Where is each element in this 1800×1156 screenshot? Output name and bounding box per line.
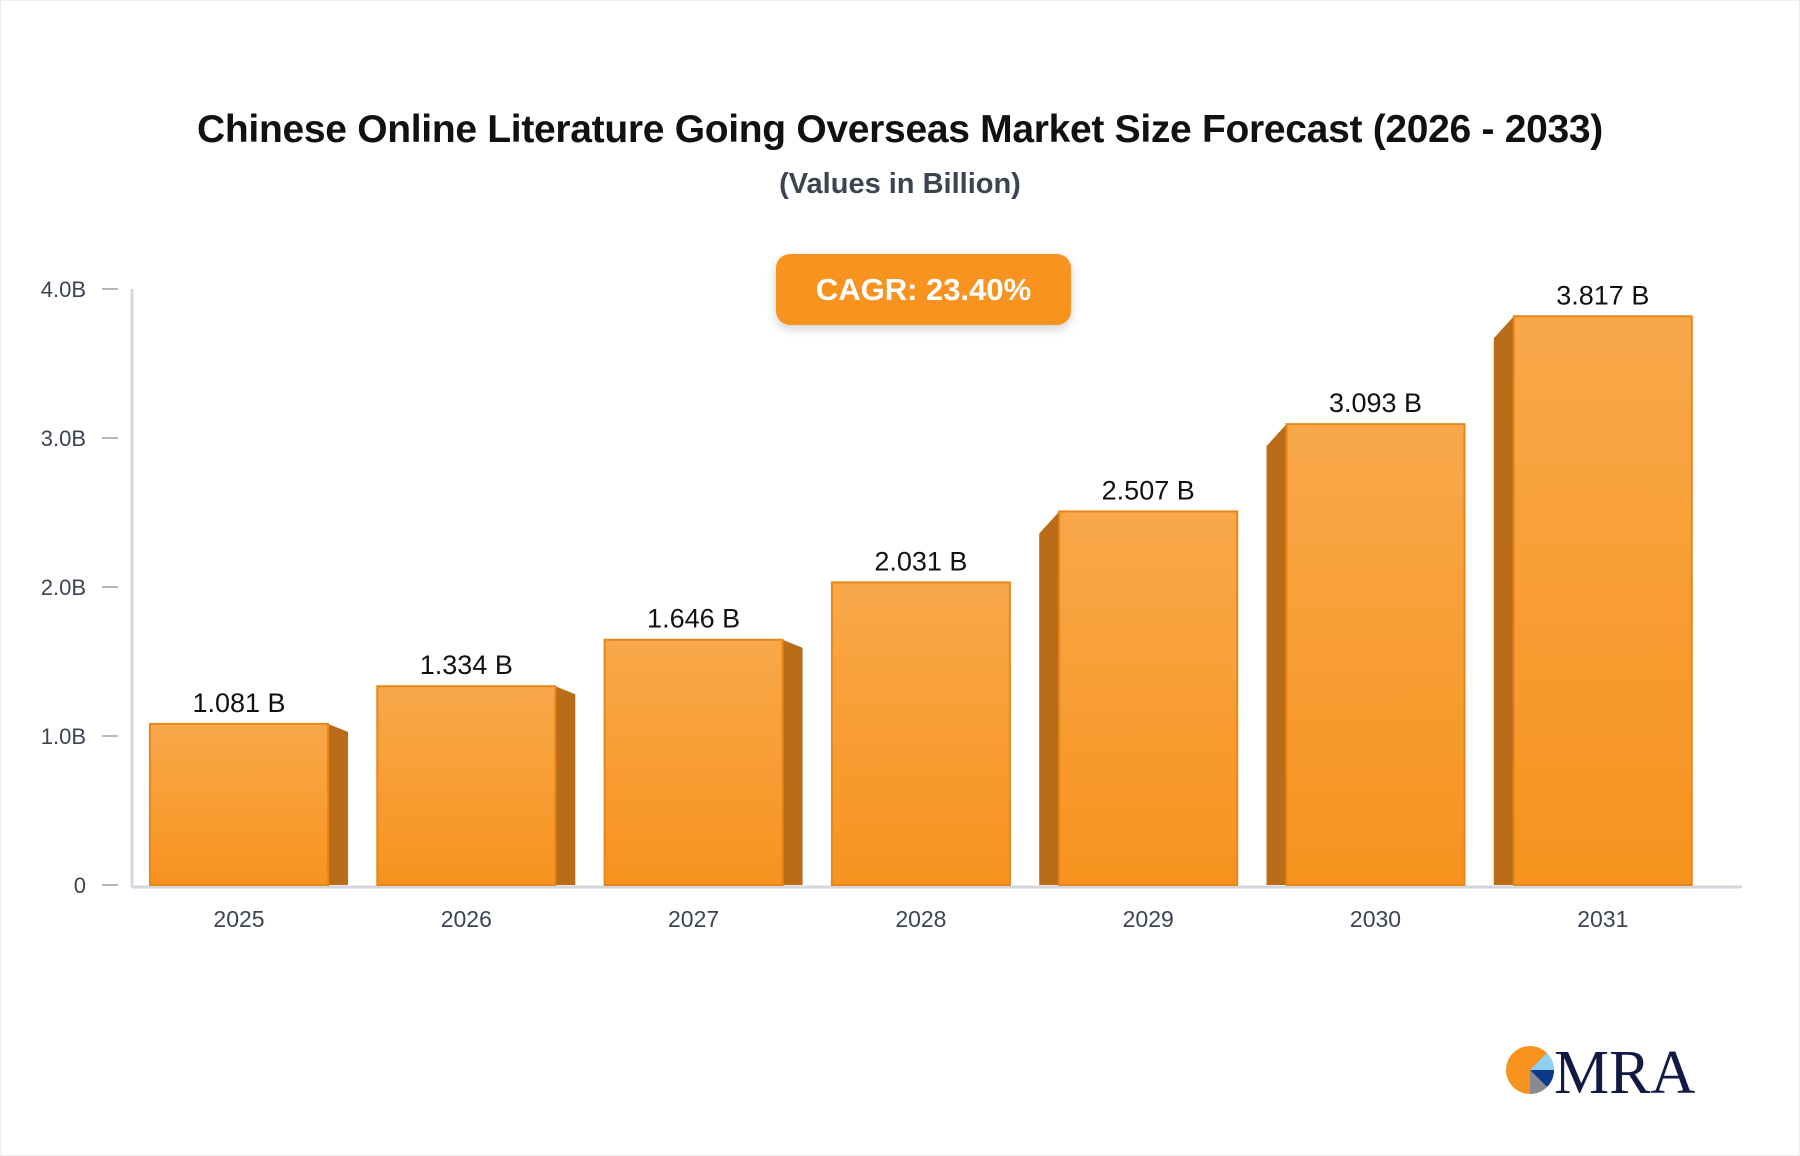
bar	[1285, 423, 1466, 886]
data-label: 1.081 B	[192, 688, 285, 718]
x-tick-label: 2027	[668, 906, 719, 932]
y-tick-label: 3.0B	[41, 426, 86, 451]
bar	[1058, 510, 1239, 886]
bar-side	[782, 639, 803, 885]
x-tick-label: 2028	[895, 906, 946, 932]
bar	[1512, 315, 1693, 886]
x-tick-label: 2025	[213, 906, 264, 932]
bar-side	[1493, 316, 1514, 886]
bar-2026: 1.334 B 2026	[376, 650, 576, 932]
bar-2027: 1.646 B 2027	[603, 604, 803, 932]
data-label: 2.507 B	[1102, 475, 1195, 505]
cagr-badge: CAGR: 23.40%	[776, 254, 1071, 325]
bar	[603, 638, 784, 886]
x-tick-label: 2029	[1123, 906, 1174, 932]
x-tick-label: 2031	[1577, 906, 1628, 932]
data-label: 1.334 B	[420, 650, 513, 680]
logo-text: MRA	[1554, 1039, 1695, 1102]
chart-title: Chinese Online Literature Going Overseas…	[197, 108, 1603, 151]
bar	[830, 581, 1011, 886]
data-label: 3.817 B	[1556, 280, 1649, 310]
x-tick-label: 2030	[1350, 906, 1401, 932]
bar-side	[328, 723, 348, 885]
bar-side	[1266, 424, 1287, 885]
bar-2029: 2.507 B 2029	[1039, 475, 1239, 932]
y-tick-label: 4.0B	[41, 277, 86, 302]
bar-2028: 2.031 B 2028	[830, 546, 1011, 932]
data-label: 3.093 B	[1329, 388, 1422, 418]
x-tick-label: 2026	[441, 906, 492, 932]
bar-side	[1039, 511, 1060, 885]
y-tick-label: 0	[74, 873, 86, 898]
bar-2030: 3.093 B 2030	[1266, 388, 1466, 932]
data-label: 2.031 B	[874, 546, 967, 576]
y-tick-label: 2.0B	[41, 575, 86, 600]
bar-2031: 3.817 B 2031	[1493, 280, 1693, 932]
y-tick-label: 1.0B	[41, 724, 86, 749]
chart-subtitle: (Values in Billion)	[779, 168, 1021, 200]
bar	[149, 722, 329, 887]
bar-side	[555, 686, 576, 885]
bar	[376, 685, 557, 887]
mra-logo: MRA	[1506, 1039, 1695, 1102]
data-label: 1.646 B	[647, 604, 740, 634]
bar-2025: 1.081 B 2025	[149, 688, 348, 932]
